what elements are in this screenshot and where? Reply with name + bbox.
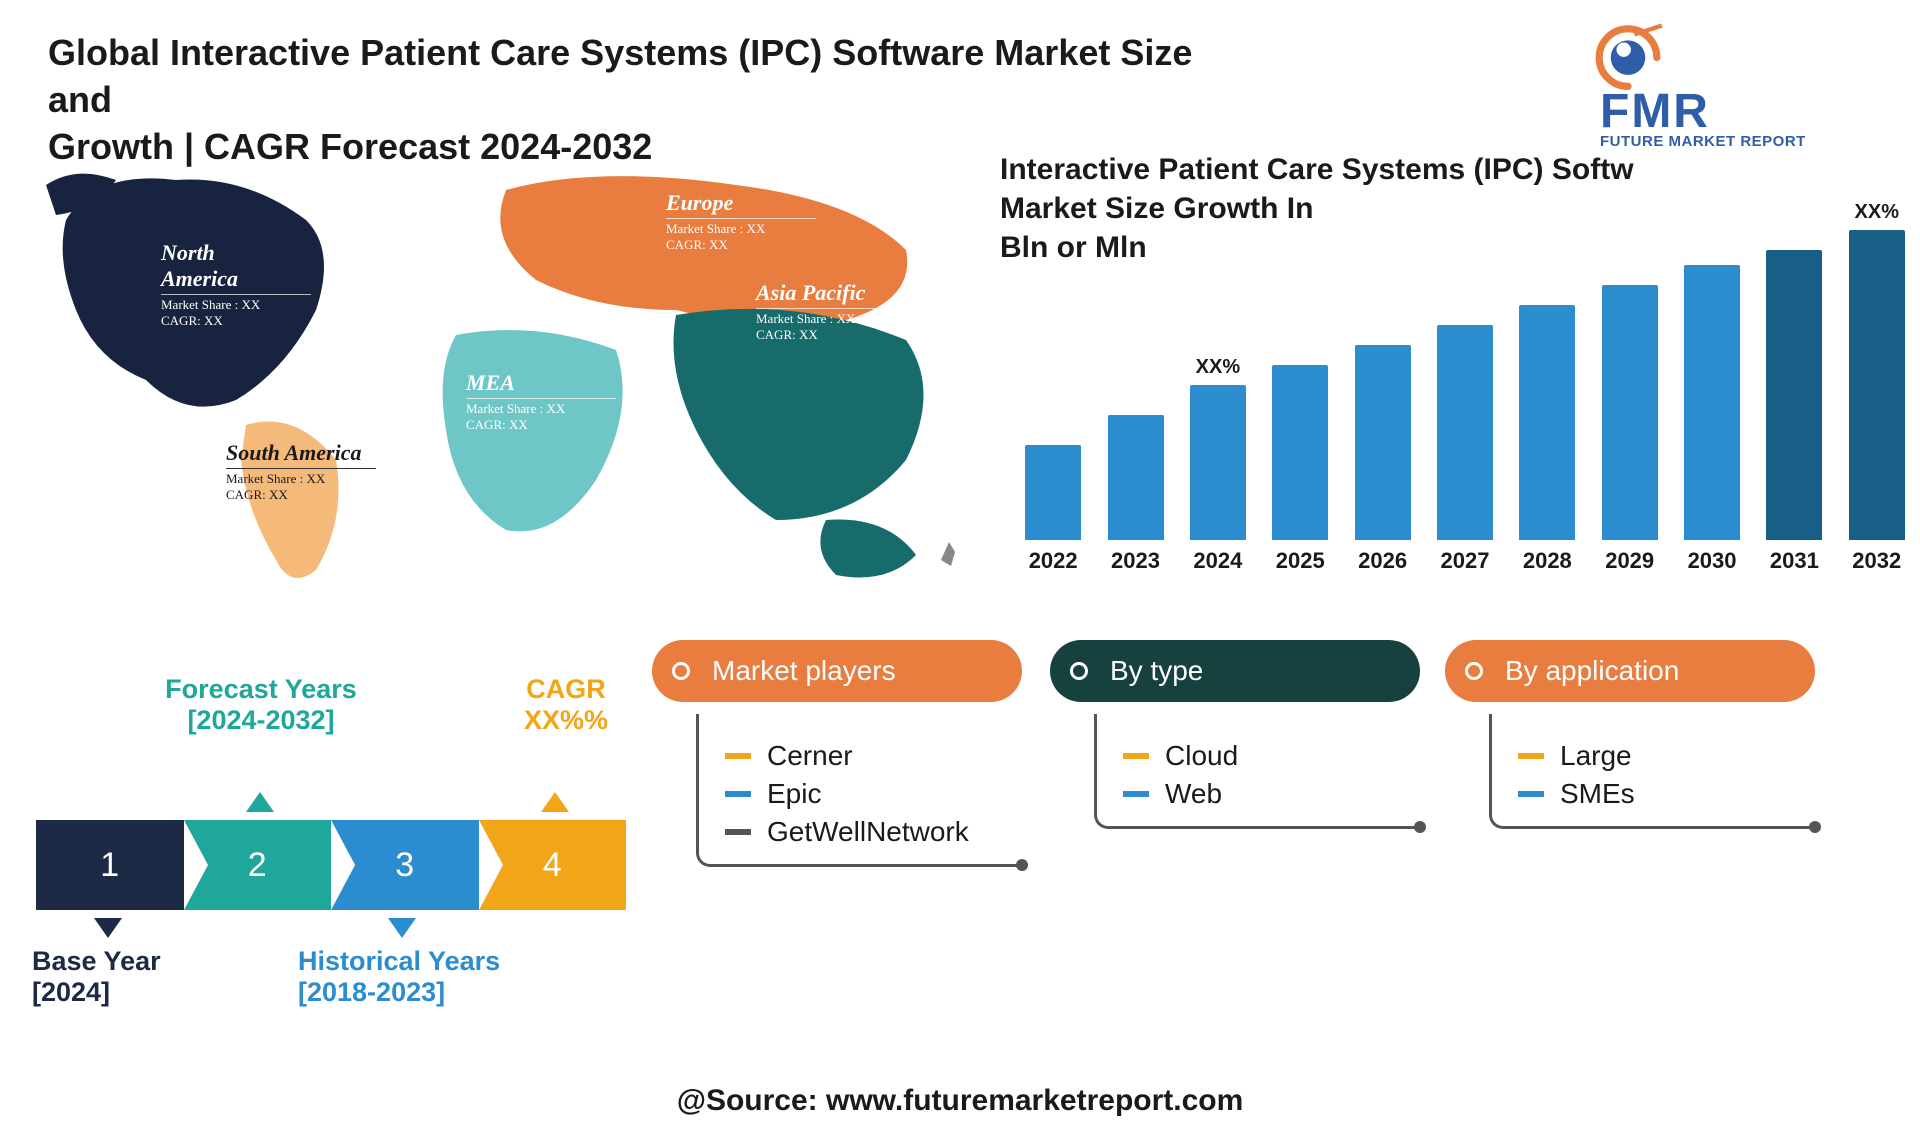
bar-2030: 2030 — [1679, 265, 1745, 540]
region-sa: South AmericaMarket Share : XXCAGR: XX — [226, 440, 376, 503]
region-ap: Asia PacificMarket Share : XXCAGR: XX — [756, 280, 906, 343]
category-pill: By application — [1445, 640, 1815, 702]
category-items: Cerner Epic GetWellNetwork — [696, 714, 1022, 867]
base-arrow-icon — [94, 918, 122, 938]
forecast-label: Forecast Years [2024-2032] — [151, 674, 371, 736]
logo-icon — [1592, 18, 1664, 90]
list-item: Cloud — [1123, 740, 1420, 772]
category-items: Large SMEs — [1489, 714, 1815, 829]
historical-arrow-icon — [388, 918, 416, 938]
growth-bar-chart: Interactive Patient Care Systems (IPC) S… — [1000, 150, 1900, 580]
region-eu: EuropeMarket Share : XXCAGR: XX — [666, 190, 816, 253]
bar-2031: 2031 — [1761, 250, 1827, 540]
world-map: NorthAmericaMarket Share : XXCAGR: XX Sou… — [36, 160, 956, 590]
logo-abbr: FMR — [1600, 90, 1806, 133]
bar-2026: 2026 — [1349, 345, 1415, 540]
dot-icon — [1465, 662, 1483, 680]
bar-2022: 2022 — [1020, 445, 1086, 540]
list-item: Cerner — [725, 740, 1022, 772]
forecast-arrow-icon — [246, 792, 274, 812]
bar-2027: 2027 — [1432, 325, 1498, 540]
category-items: Cloud Web — [1094, 714, 1420, 829]
timeline-step-1: 1 — [36, 820, 184, 910]
cagr-label: CAGR XX%% — [456, 674, 676, 736]
dot-icon — [672, 662, 690, 680]
bar-2028: 2028 — [1514, 305, 1580, 540]
timeline: Forecast Years [2024-2032] CAGR XX%% 123… — [36, 680, 626, 1030]
region-na: NorthAmericaMarket Share : XXCAGR: XX — [161, 240, 311, 329]
logo-subtitle: FUTURE MARKET REPORT — [1600, 133, 1806, 150]
list-item: GetWellNetwork — [725, 816, 1022, 848]
bar-2025: 2025 — [1267, 365, 1333, 540]
chart-bars: 20222023 XX%202420252026 20272028 202920302… — [1020, 200, 1910, 540]
base-year-label: Base Year [2024] — [32, 946, 292, 1008]
category-market-players: Market players Cerner Epic GetWellNetwork — [652, 640, 1022, 867]
timeline-steps: 1234 — [36, 820, 626, 910]
bar-2023: 2023 — [1102, 415, 1168, 540]
region-mea: MEAMarket Share : XXCAGR: XX — [466, 370, 616, 433]
bar-2024: XX%2024 — [1185, 385, 1251, 540]
bar-2029: 2029 — [1597, 285, 1663, 540]
list-item: Epic — [725, 778, 1022, 810]
source-text: @Source: www.futuremarketreport.com — [0, 1084, 1920, 1118]
list-item: Web — [1123, 778, 1420, 810]
category-by-application: By application Large SMEs — [1445, 640, 1815, 829]
category-pill: By type — [1050, 640, 1420, 702]
bar-2032: XX%2032 — [1844, 230, 1910, 540]
list-item: SMEs — [1518, 778, 1815, 810]
historical-label: Historical Years [2018-2023] — [298, 946, 558, 1008]
category-pill: Market players — [652, 640, 1022, 702]
category-by-type: By type Cloud Web — [1050, 640, 1420, 829]
list-item: Large — [1518, 740, 1815, 772]
cagr-arrow-icon — [541, 792, 569, 812]
dot-icon — [1070, 662, 1088, 680]
fmr-logo: FMR FUTURE MARKET REPORT — [1592, 18, 1872, 108]
